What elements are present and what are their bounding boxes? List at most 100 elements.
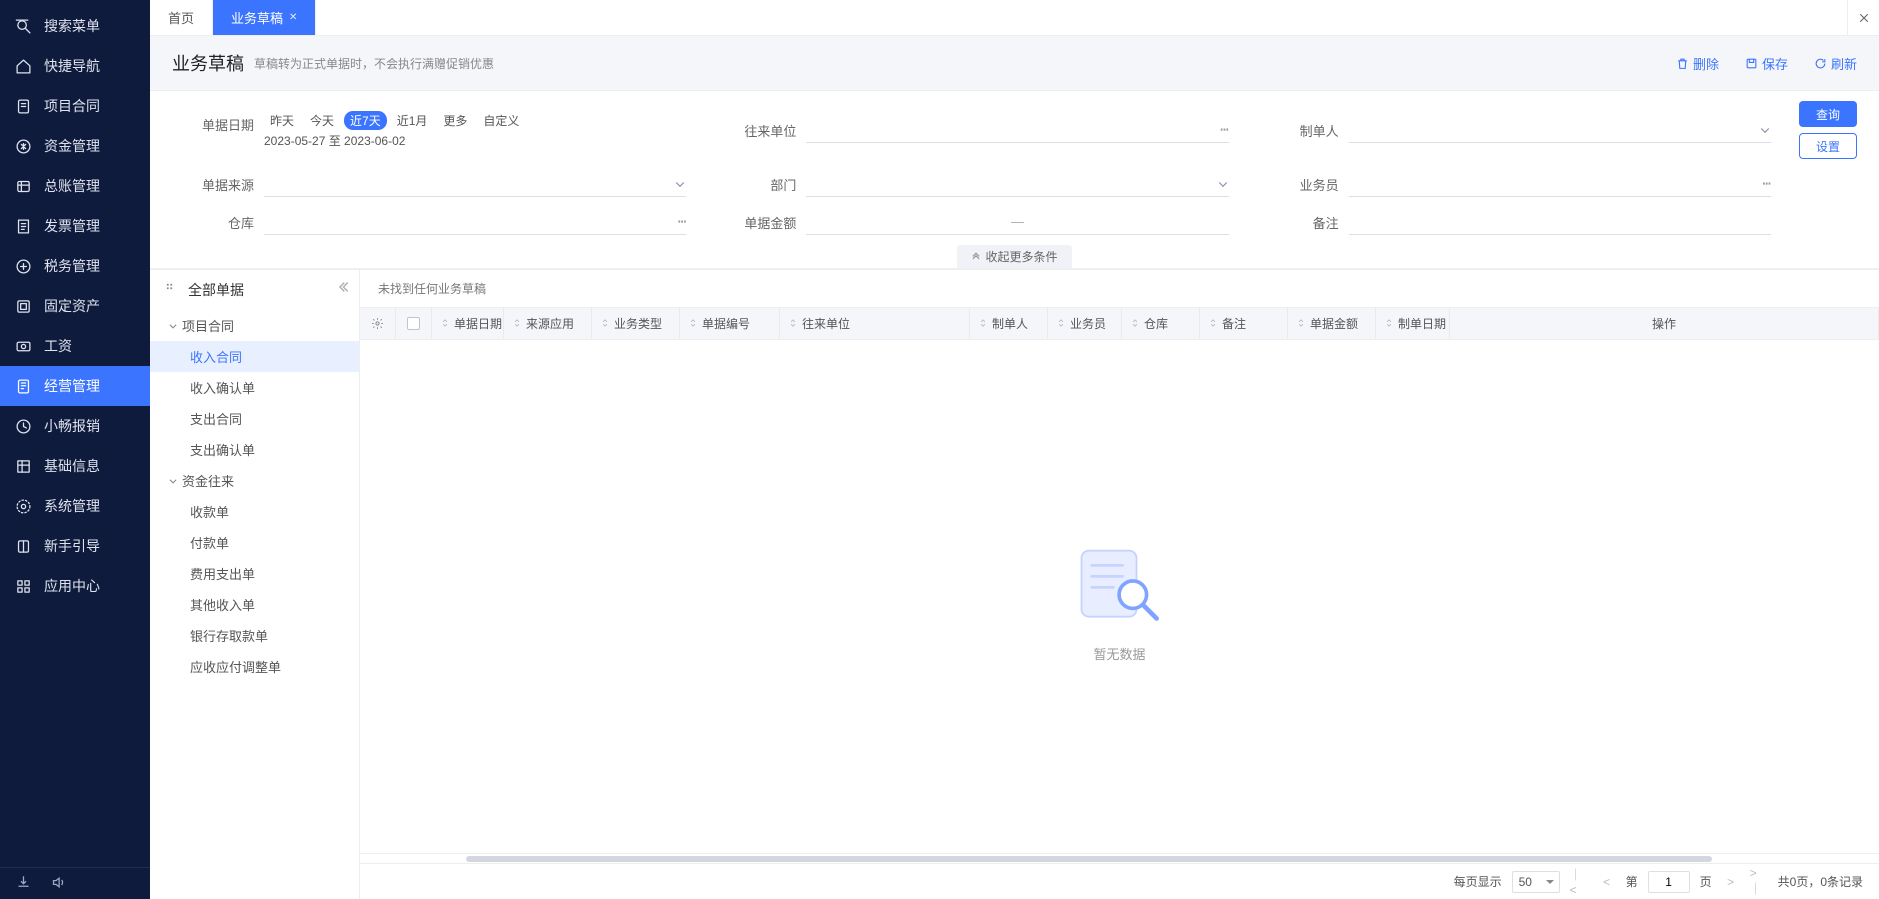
- biz-icon: [14, 377, 32, 395]
- pager-first-button[interactable]: ｜<: [1570, 873, 1588, 891]
- delete-label: 删除: [1693, 54, 1719, 73]
- date-option-0[interactable]: 昨天: [264, 111, 300, 130]
- checkbox-icon: [407, 317, 420, 330]
- nav-item-home[interactable]: 快捷导航: [0, 46, 150, 86]
- volume-icon[interactable]: [51, 875, 66, 893]
- page-size-select[interactable]: 50: [1512, 871, 1560, 893]
- select-all-checkbox[interactable]: [396, 308, 432, 339]
- sort-icon: [512, 317, 522, 331]
- field-date-label: 单据日期: [172, 111, 254, 134]
- tree-item[interactable]: 收款单: [150, 496, 359, 527]
- tab-0[interactable]: 首页: [150, 0, 213, 35]
- col-header-7[interactable]: 仓库: [1122, 308, 1200, 339]
- close-all-tabs-icon[interactable]: [1847, 0, 1879, 35]
- date-option-3[interactable]: 近1月: [391, 111, 434, 130]
- collapse-tree-icon[interactable]: [339, 280, 353, 297]
- nav-item-ledger[interactable]: 总账管理: [0, 166, 150, 206]
- tab-label: 首页: [168, 8, 194, 27]
- money-icon: [14, 137, 32, 155]
- col-header-1[interactable]: 来源应用: [504, 308, 592, 339]
- tree-group-1[interactable]: 资金往来: [150, 465, 359, 496]
- remark-input[interactable]: [1349, 209, 1771, 235]
- delete-button[interactable]: 删除: [1676, 54, 1719, 73]
- nav-item-base[interactable]: 基础信息: [0, 446, 150, 486]
- column-settings-button[interactable]: [360, 308, 396, 339]
- source-select[interactable]: [264, 171, 686, 197]
- system-icon: [14, 497, 32, 515]
- amount-input[interactable]: —: [806, 209, 1228, 235]
- partner-input[interactable]: ⋯: [806, 117, 1228, 143]
- col-header-5[interactable]: 制单人: [970, 308, 1048, 339]
- col-header-0[interactable]: 单据日期: [432, 308, 504, 339]
- nav-item-doc[interactable]: 项目合同: [0, 86, 150, 126]
- dept-select[interactable]: [806, 171, 1228, 197]
- tree-item[interactable]: 费用支出单: [150, 558, 359, 589]
- date-option-4[interactable]: 更多: [437, 111, 473, 130]
- gear-icon: [371, 317, 384, 330]
- asset-icon: [14, 297, 32, 315]
- settings-button[interactable]: 设置: [1799, 133, 1857, 159]
- col-header-11[interactable]: 操作: [1450, 308, 1879, 339]
- col-header-2[interactable]: 业务类型: [592, 308, 680, 339]
- pager-current-input[interactable]: [1648, 871, 1690, 893]
- pager-prev-button[interactable]: <: [1598, 873, 1616, 891]
- tree-item[interactable]: 收入合同: [150, 341, 359, 372]
- tree-group-label: 项目合同: [182, 316, 234, 335]
- nav-item-label: 资金管理: [44, 136, 100, 156]
- expense-icon: [14, 417, 32, 435]
- nav-item-label: 发票管理: [44, 216, 100, 236]
- date-option-2[interactable]: 近7天: [344, 111, 387, 130]
- field-partner-label: 往来单位: [714, 117, 796, 140]
- doc-icon: [14, 97, 32, 115]
- nav-item-tax[interactable]: 税务管理: [0, 246, 150, 286]
- refresh-label: 刷新: [1831, 54, 1857, 73]
- tree-item[interactable]: 银行存取款单: [150, 620, 359, 651]
- nav-item-biz[interactable]: 经营管理: [0, 366, 150, 406]
- tree-item[interactable]: 其他收入单: [150, 589, 359, 620]
- nav-item-money[interactable]: 资金管理: [0, 126, 150, 166]
- nav-item-asset[interactable]: 固定资产: [0, 286, 150, 326]
- pager-next-button[interactable]: >: [1722, 873, 1740, 891]
- col-header-6[interactable]: 业务员: [1048, 308, 1122, 339]
- nav-item-search[interactable]: 搜索菜单: [0, 6, 150, 46]
- refresh-button[interactable]: 刷新: [1814, 54, 1857, 73]
- pin-icon[interactable]: [16, 875, 31, 893]
- field-date: 单据日期 昨天今天近7天近1月更多自定义 2023-05-27 至 2023-0…: [172, 111, 686, 149]
- col-header-10[interactable]: 制单日期: [1376, 308, 1450, 339]
- col-header-3[interactable]: 单据编号: [680, 308, 780, 339]
- tax-icon: [14, 257, 32, 275]
- chevron-up-icon: [971, 252, 981, 262]
- warehouse-input[interactable]: ⋯: [264, 209, 686, 235]
- tree-item[interactable]: 应收应付调整单: [150, 651, 359, 682]
- collapse-filters-button[interactable]: 收起更多条件: [957, 245, 1071, 268]
- page-header: 业务草稿 草稿转为正式单据时，不会执行满赠促销优惠 删除 保存 刷新: [150, 36, 1879, 91]
- col-header-9[interactable]: 单据金额: [1288, 308, 1376, 339]
- tab-1[interactable]: 业务草稿✕: [213, 0, 316, 35]
- h-scrollbar[interactable]: [360, 853, 1879, 863]
- nav-item-label: 应用中心: [44, 576, 100, 596]
- collapse-filters-label: 收起更多条件: [985, 248, 1057, 265]
- pager-last-button[interactable]: >｜: [1750, 873, 1768, 891]
- nav-item-apps[interactable]: 应用中心: [0, 566, 150, 606]
- tree-item[interactable]: 支出合同: [150, 403, 359, 434]
- col-header-8[interactable]: 备注: [1200, 308, 1288, 339]
- maker-input[interactable]: [1349, 117, 1771, 143]
- nav-item-salary[interactable]: 工资: [0, 326, 150, 366]
- tree-group-0[interactable]: 项目合同: [150, 310, 359, 341]
- save-button[interactable]: 保存: [1745, 54, 1788, 73]
- nav-item-guide[interactable]: 新手引导: [0, 526, 150, 566]
- tree-item[interactable]: 收入确认单: [150, 372, 359, 403]
- date-option-1[interactable]: 今天: [304, 111, 340, 130]
- query-button[interactable]: 查询: [1799, 101, 1857, 127]
- sales-input[interactable]: ⋯: [1349, 171, 1771, 197]
- date-option-5[interactable]: 自定义: [477, 111, 525, 130]
- nav-item-invoice[interactable]: 发票管理: [0, 206, 150, 246]
- nav-item-system[interactable]: 系统管理: [0, 486, 150, 526]
- tree-item[interactable]: 付款单: [150, 527, 359, 558]
- col-header-4[interactable]: 往来单位: [780, 308, 970, 339]
- sort-icon: [440, 317, 450, 331]
- nav-item-expense[interactable]: 小畅报销: [0, 406, 150, 446]
- field-dept: 部门: [714, 171, 1228, 197]
- close-icon[interactable]: ✕: [289, 12, 297, 23]
- tree-item[interactable]: 支出确认单: [150, 434, 359, 465]
